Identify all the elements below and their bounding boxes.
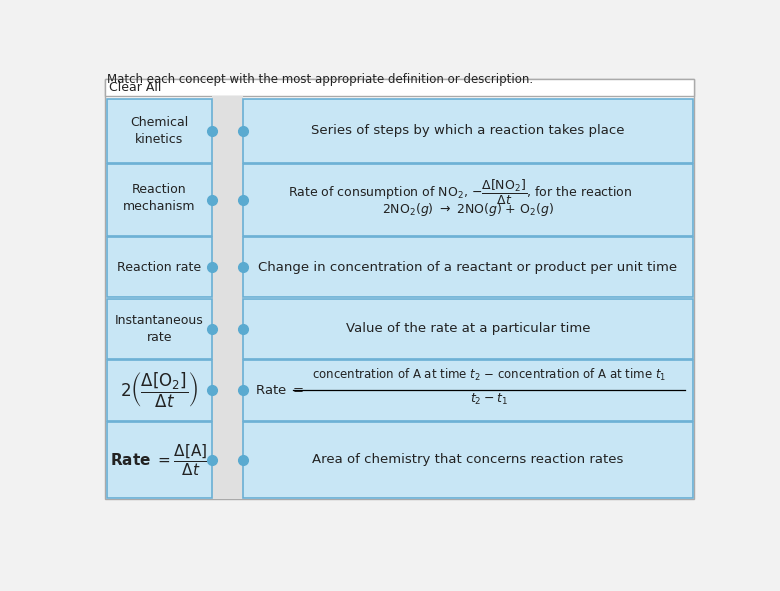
Bar — [243, 299, 693, 359]
Text: Rate $=$: Rate $=$ — [255, 384, 304, 397]
Text: Value of the rate at a particular time: Value of the rate at a particular time — [346, 322, 590, 335]
Bar — [243, 422, 693, 498]
Bar — [107, 361, 212, 421]
Text: Change in concentration of a reactant or product per unit time: Change in concentration of a reactant or… — [258, 261, 678, 274]
Bar — [107, 99, 212, 163]
Bar — [105, 79, 694, 96]
Text: Rate $= \dfrac{\Delta[\mathrm{A}]}{\Delta t}$: Rate $= \dfrac{\Delta[\mathrm{A}]}{\Delt… — [110, 442, 209, 478]
Text: Rate of consumption of NO$_2$, $-\dfrac{\Delta[\mathrm{NO_2}]}{\Delta t}$, for t: Rate of consumption of NO$_2$, $-\dfrac{… — [288, 178, 633, 207]
Bar — [243, 361, 693, 421]
Text: Series of steps by which a reaction takes place: Series of steps by which a reaction take… — [311, 124, 625, 137]
Text: $2\left(\dfrac{\Delta[\mathrm{O_2}]}{\Delta t}\right)$: $2\left(\dfrac{\Delta[\mathrm{O_2}]}{\De… — [120, 371, 199, 410]
Text: Chemical
kinetics: Chemical kinetics — [130, 116, 189, 145]
Text: Clear All: Clear All — [109, 82, 161, 95]
Bar — [212, 96, 243, 499]
Bar — [107, 299, 212, 359]
Text: Reaction
mechanism: Reaction mechanism — [123, 183, 196, 213]
Bar — [243, 237, 693, 297]
Text: Instantaneous
rate: Instantaneous rate — [115, 314, 204, 344]
Bar — [107, 164, 212, 236]
Bar — [243, 99, 693, 163]
Text: Match each concept with the most appropriate definition or description.: Match each concept with the most appropr… — [107, 73, 533, 86]
Bar — [107, 422, 212, 498]
Text: Reaction rate: Reaction rate — [118, 261, 201, 274]
Bar — [107, 237, 212, 297]
Text: $t_2 - t_1$: $t_2 - t_1$ — [470, 392, 508, 407]
Text: Area of chemistry that concerns reaction rates: Area of chemistry that concerns reaction… — [312, 453, 624, 466]
Text: 2NO$_2$($g$) $\rightarrow$ 2NO($g$) + O$_2$($g$): 2NO$_2$($g$) $\rightarrow$ 2NO($g$) + O$… — [382, 200, 554, 217]
Text: concentration of A at time $t_2$ $-$ concentration of A at time $t_1$: concentration of A at time $t_2$ $-$ con… — [312, 366, 666, 383]
Bar — [243, 164, 693, 236]
